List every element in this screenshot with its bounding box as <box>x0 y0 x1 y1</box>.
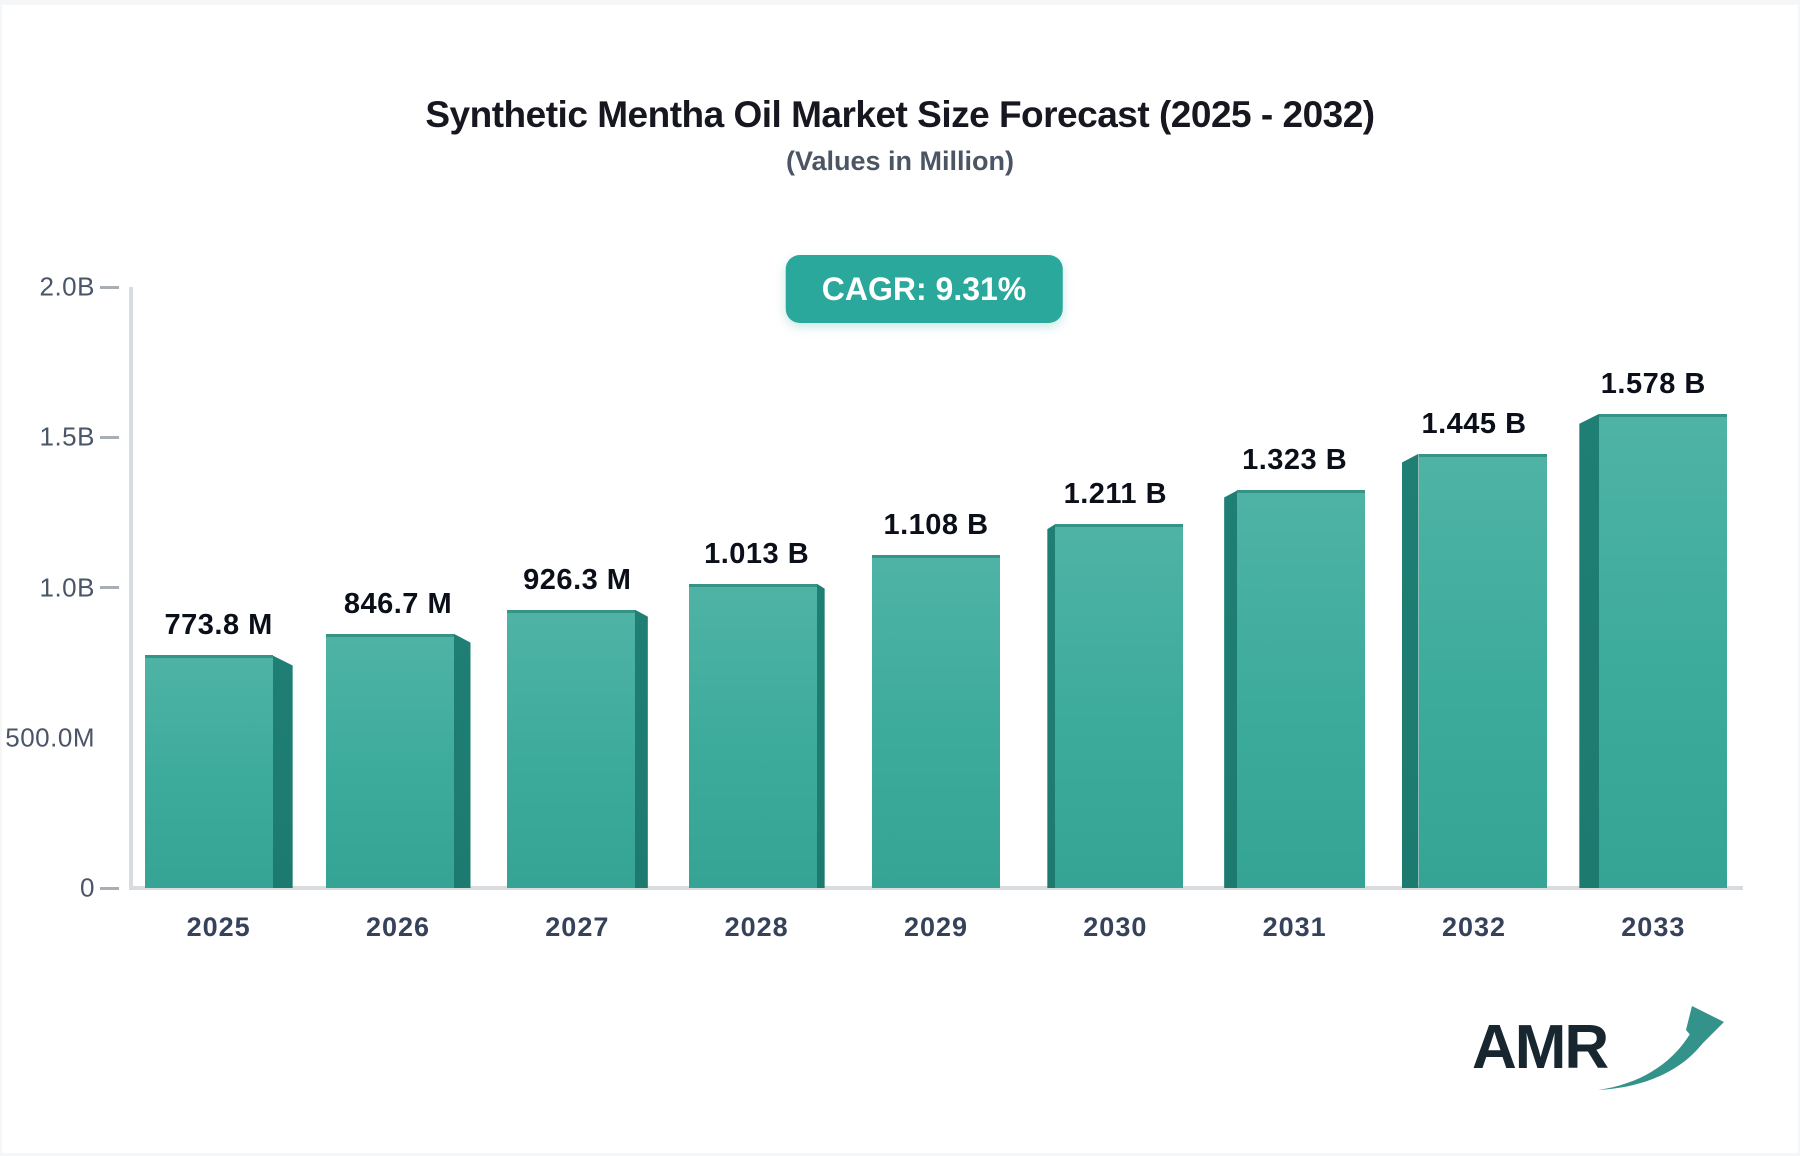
x-axis-label: 2031 <box>1262 912 1327 942</box>
bar <box>872 555 1000 888</box>
bar-side-face <box>1401 453 1419 888</box>
y-axis-label: 2.0B <box>39 271 95 302</box>
bar-side-face <box>1224 490 1238 888</box>
growth-arrow-icon <box>1598 1006 1724 1090</box>
bar-value-label: 1.445 B <box>1421 407 1527 440</box>
bar <box>506 609 635 888</box>
y-axis-tick <box>100 586 119 589</box>
bar <box>325 633 454 888</box>
bar-value-label: 1.211 B <box>1063 478 1168 511</box>
bar-value-label: 926.3 M <box>523 563 632 596</box>
y-axis-tick <box>100 435 119 439</box>
y-axis <box>129 287 133 888</box>
bar-side-face <box>1579 413 1600 888</box>
bar-side-face <box>634 609 648 888</box>
bar <box>1237 490 1366 888</box>
bar <box>1055 524 1184 888</box>
bar-value-label: 773.8 M <box>164 609 273 642</box>
amr-logo: AMR <box>1472 1004 1724 1104</box>
x-axis-label: 2025 <box>186 912 251 942</box>
bar <box>1599 413 1728 888</box>
bar-side-face <box>453 633 471 888</box>
y-axis-tick <box>100 886 119 890</box>
bar-value-label: 1.578 B <box>1600 367 1706 400</box>
y-axis-label: 0 <box>80 872 95 903</box>
chart-subtitle: (Values in Million) <box>785 146 1015 176</box>
cagr-badge: CAGR: 9.31% <box>785 255 1063 323</box>
bar <box>688 583 817 888</box>
y-axis-tick <box>100 285 119 289</box>
amr-logo-text: AMR <box>1472 1013 1609 1082</box>
bar-side-face <box>816 583 825 888</box>
x-axis-label: 2026 <box>365 912 431 942</box>
x-axis-label: 2027 <box>545 912 610 942</box>
x-axis-label: 2030 <box>1083 912 1148 942</box>
bar-value-label: 1.108 B <box>883 509 989 542</box>
x-axis-label: 2029 <box>903 912 969 942</box>
bar-side-face <box>272 655 293 888</box>
x-axis-label: 2033 <box>1621 912 1686 942</box>
y-axis-label: 1.5B <box>39 421 95 452</box>
x-axis-baseline <box>129 886 1743 890</box>
bar-value-label: 1.323 B <box>1242 444 1348 477</box>
y-axis-label: 1.0B <box>39 572 95 602</box>
x-axis-label: 2032 <box>1441 912 1507 942</box>
bar-value-label: 846.7 M <box>343 587 453 620</box>
bar <box>144 655 273 888</box>
bar <box>1418 453 1547 888</box>
bar-value-label: 1.013 B <box>704 537 810 570</box>
y-axis-label: 500.0M <box>5 722 95 753</box>
bar-side-face <box>1047 524 1056 888</box>
chart-title: Synthetic Mentha Oil Market Size Forecas… <box>425 94 1375 135</box>
x-axis-label: 2028 <box>724 912 789 942</box>
